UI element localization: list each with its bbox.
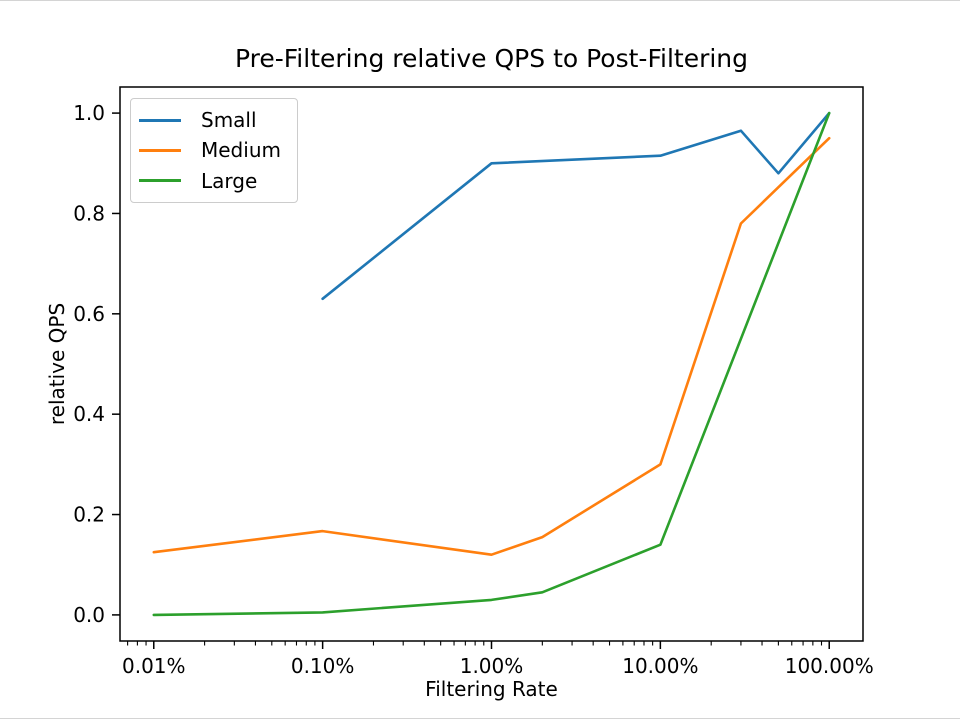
x-axis-label: Filtering Rate	[425, 677, 558, 701]
legend-line-sample	[139, 179, 181, 183]
x-tick-label: 0.01%	[122, 654, 186, 678]
y-tick-label: 0.6	[73, 302, 105, 326]
chart-title: Pre-Filtering relative QPS to Post-Filte…	[234, 44, 749, 73]
series-line-large	[152, 111, 831, 617]
x-tick-label: 10.00%	[622, 654, 698, 678]
series-line-medium	[152, 136, 831, 557]
legend-line-sample	[139, 118, 181, 122]
y-tick-label: 0.0	[73, 603, 105, 627]
series-line-small	[321, 111, 831, 301]
y-tick-label: 0.2	[73, 503, 105, 527]
x-tick-label: 0.10%	[291, 654, 355, 678]
legend-entry-medium: Medium	[139, 135, 289, 165]
y-tick-label: 0.8	[73, 201, 105, 225]
legend-label: Medium	[201, 138, 281, 163]
legend-label: Small	[201, 108, 257, 133]
legend-line-sample	[139, 148, 181, 152]
legend-box: Small Medium Large	[130, 98, 298, 203]
y-tick-label: 0.4	[73, 402, 105, 426]
legend-entry-small: Small	[139, 105, 289, 135]
legend-label: Large	[201, 168, 258, 193]
y-tick-label: 1.0	[73, 101, 105, 125]
bottom-edge-divider	[0, 718, 960, 719]
legend-entry-large: Large	[139, 166, 289, 196]
x-tick-label: 1.00%	[460, 654, 524, 678]
x-tick-label: 100.00%	[785, 654, 874, 678]
top-edge-divider	[0, 0, 960, 1]
